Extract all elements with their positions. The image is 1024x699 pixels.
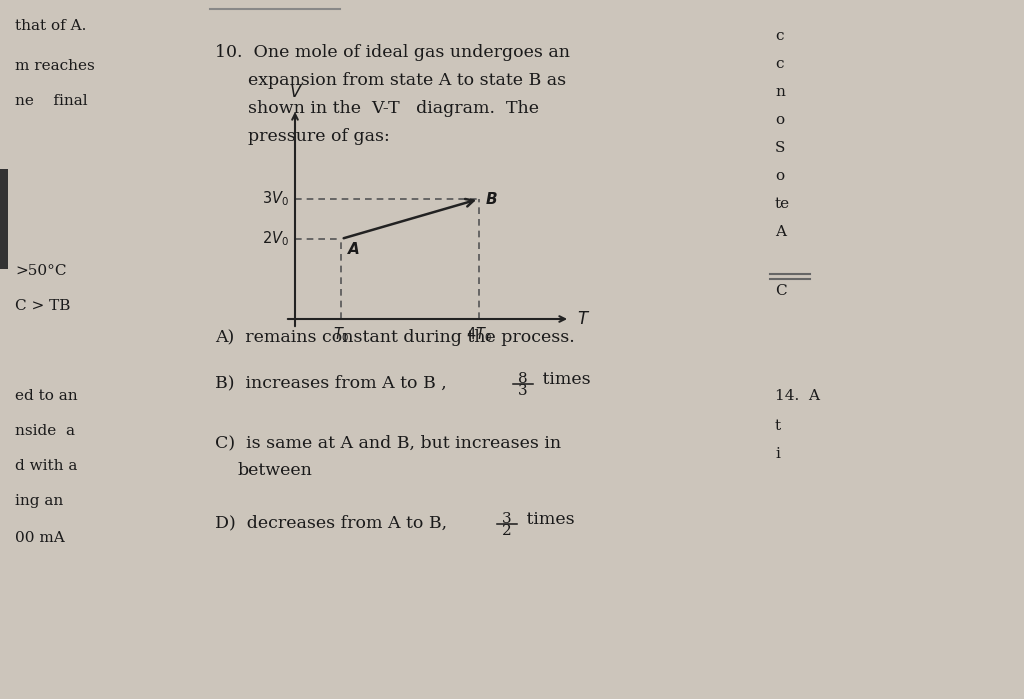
Text: A: A [775,225,786,239]
Text: nside  a: nside a [15,424,75,438]
Text: $3V_0$: $3V_0$ [262,189,289,208]
Text: times: times [537,370,591,387]
Text: C: C [775,284,786,298]
Text: expansion from state A to state B as: expansion from state A to state B as [215,72,566,89]
Text: A: A [348,242,359,257]
Text: ing an: ing an [15,494,63,508]
Text: D)  decreases from A to B,: D) decreases from A to B, [215,514,447,531]
Text: 8: 8 [518,372,527,386]
Text: i: i [775,447,780,461]
Text: c: c [775,29,783,43]
Text: V: V [290,83,301,101]
Text: S: S [775,141,785,155]
Text: C)  is same at A and B, but increases in: C) is same at A and B, but increases in [215,434,561,451]
Text: T: T [577,310,587,328]
Text: that of A.: that of A. [15,19,86,33]
Text: 3: 3 [518,384,527,398]
Text: A)  remains constant during the process.: A) remains constant during the process. [215,329,574,346]
Text: d with a: d with a [15,459,78,473]
Text: pressure of gas:: pressure of gas: [215,128,390,145]
Text: c: c [775,57,783,71]
Text: $T_0$: $T_0$ [333,325,349,344]
FancyBboxPatch shape [0,169,8,269]
Text: $4T_0$: $4T_0$ [466,325,492,344]
Text: C > TB: C > TB [15,299,71,313]
Text: times: times [521,510,574,528]
Text: n: n [775,85,784,99]
Text: 00 mA: 00 mA [15,531,65,545]
Text: >50°C: >50°C [15,264,67,278]
Text: ne    final: ne final [15,94,88,108]
Text: m reaches: m reaches [15,59,95,73]
Text: 3: 3 [502,512,512,526]
Text: o: o [775,113,784,127]
Text: between: between [237,462,312,479]
Text: t: t [775,419,781,433]
Text: shown in the  V-T   diagram.  The: shown in the V-T diagram. The [215,100,539,117]
Text: 10.  One mole of ideal gas undergoes an: 10. One mole of ideal gas undergoes an [215,44,570,61]
Text: B: B [486,192,498,206]
Text: 14.  A: 14. A [775,389,820,403]
Text: o: o [775,169,784,183]
Text: $2V_0$: $2V_0$ [262,230,289,248]
Text: B)  increases from A to B ,: B) increases from A to B , [215,374,446,391]
Text: 2: 2 [502,524,512,538]
Text: te: te [775,197,791,211]
Text: ed to an: ed to an [15,389,78,403]
